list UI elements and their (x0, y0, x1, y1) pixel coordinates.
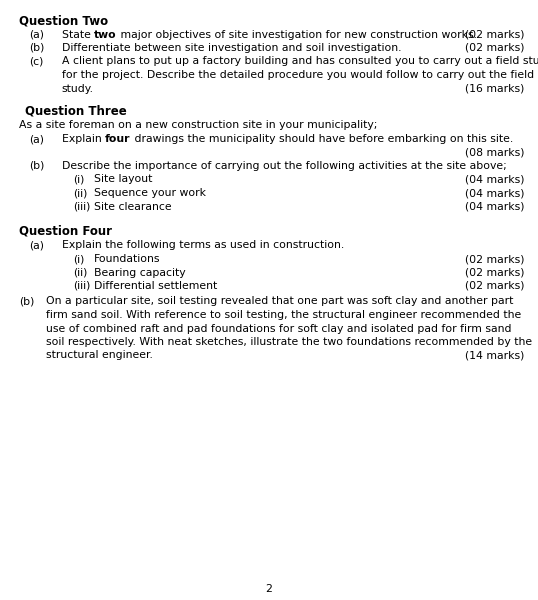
Text: drawings the municipality should have before embarking on this site.: drawings the municipality should have be… (131, 134, 513, 144)
Text: On a particular site, soil testing revealed that one part was soft clay and anot: On a particular site, soil testing revea… (46, 296, 513, 307)
Text: Bearing capacity: Bearing capacity (94, 268, 186, 277)
Text: (i): (i) (73, 254, 84, 264)
Text: major objectives of site investigation for new construction works.: major objectives of site investigation f… (117, 29, 477, 40)
Text: Site layout: Site layout (94, 175, 153, 184)
Text: As a site foreman on a new construction site in your municipality;: As a site foreman on a new construction … (19, 121, 377, 130)
Text: Question Three: Question Three (25, 105, 127, 118)
Text: (a): (a) (30, 241, 45, 251)
Text: (b): (b) (30, 161, 45, 171)
Text: Site clearance: Site clearance (94, 202, 172, 211)
Text: Explain: Explain (62, 134, 105, 144)
Text: (02 marks): (02 marks) (465, 281, 525, 291)
Text: use of combined raft and pad foundations for soft clay and isolated pad for firm: use of combined raft and pad foundations… (46, 323, 511, 334)
Text: (04 marks): (04 marks) (465, 202, 525, 211)
Text: (16 marks): (16 marks) (465, 83, 525, 94)
Text: State: State (62, 29, 94, 40)
Text: (02 marks): (02 marks) (465, 29, 525, 40)
Text: Describe the importance of carrying out the following activities at the site abo: Describe the importance of carrying out … (62, 161, 507, 171)
Text: four: four (105, 134, 131, 144)
Text: firm sand soil. With reference to soil testing, the structural engineer recommen: firm sand soil. With reference to soil t… (46, 310, 521, 320)
Text: (04 marks): (04 marks) (465, 188, 525, 198)
Text: (i): (i) (73, 175, 84, 184)
Text: (ii): (ii) (73, 268, 87, 277)
Text: (a): (a) (30, 134, 45, 144)
Text: (02 marks): (02 marks) (465, 268, 525, 277)
Text: soil respectively. With neat sketches, illustrate the two foundations recommende: soil respectively. With neat sketches, i… (46, 337, 532, 347)
Text: Question Four: Question Four (19, 225, 112, 238)
Text: A client plans to put up a factory building and has consulted you to carry out a: A client plans to put up a factory build… (62, 56, 538, 67)
Text: Question Two: Question Two (19, 14, 108, 27)
Text: (ii): (ii) (73, 188, 87, 198)
Text: (iii): (iii) (73, 281, 90, 291)
Text: Differentiate between site investigation and soil investigation.: Differentiate between site investigation… (62, 43, 401, 53)
Text: (02 marks): (02 marks) (465, 254, 525, 264)
Text: (b): (b) (19, 296, 34, 307)
Text: Explain the following terms as used in construction.: Explain the following terms as used in c… (62, 241, 344, 251)
Text: structural engineer.: structural engineer. (46, 350, 153, 361)
Text: (02 marks): (02 marks) (465, 43, 525, 53)
Text: (iii): (iii) (73, 202, 90, 211)
Text: (08 marks): (08 marks) (465, 148, 525, 157)
Text: Foundations: Foundations (94, 254, 161, 264)
Text: (a): (a) (30, 29, 45, 40)
Text: (b): (b) (30, 43, 45, 53)
Text: Differential settlement: Differential settlement (94, 281, 217, 291)
Text: two: two (94, 29, 117, 40)
Text: for the project. Describe the detailed procedure you would follow to carry out t: for the project. Describe the detailed p… (62, 70, 534, 80)
Text: (14 marks): (14 marks) (465, 350, 525, 361)
Text: 2: 2 (266, 584, 272, 594)
Text: (c): (c) (30, 56, 44, 67)
Text: (04 marks): (04 marks) (465, 175, 525, 184)
Text: study.: study. (62, 83, 94, 94)
Text: Sequence your work: Sequence your work (94, 188, 206, 198)
